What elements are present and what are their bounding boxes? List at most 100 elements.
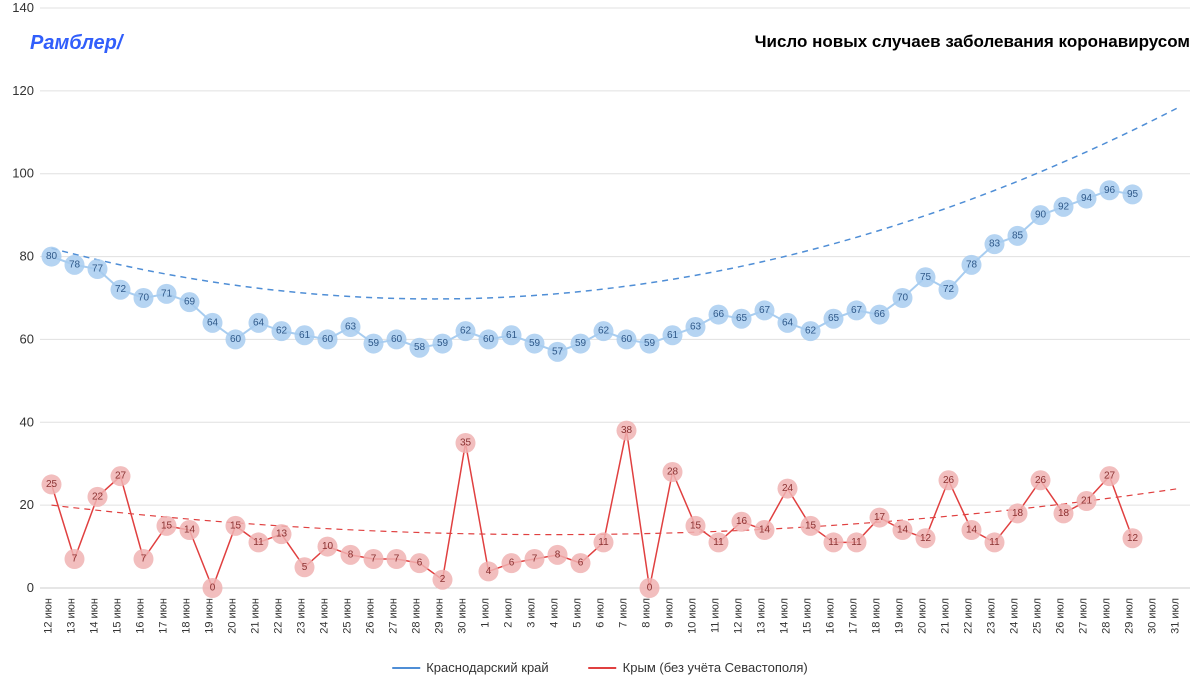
svg-text:15: 15 [690,520,702,531]
svg-text:22 июн: 22 июн [273,598,285,634]
svg-text:62: 62 [276,326,288,337]
svg-text:58: 58 [414,342,426,353]
svg-text:75: 75 [920,272,932,283]
svg-text:94: 94 [1081,193,1093,204]
svg-text:15 июн: 15 июн [112,598,124,634]
svg-text:15: 15 [161,520,173,531]
svg-text:28: 28 [667,467,679,478]
svg-text:14 июн: 14 июн [89,598,101,634]
svg-text:38: 38 [621,425,633,436]
svg-text:66: 66 [874,309,886,320]
svg-text:15 июл: 15 июл [802,598,814,634]
svg-text:62: 62 [598,326,610,337]
svg-text:11: 11 [253,537,264,548]
svg-text:17: 17 [874,512,886,523]
svg-text:27: 27 [1104,471,1116,482]
chart-container: Рамблер/ Число новых случаев заболевания… [0,0,1200,684]
svg-text:59: 59 [644,338,656,349]
svg-text:25 июл: 25 июл [1032,598,1044,634]
svg-text:77: 77 [92,264,104,275]
svg-text:63: 63 [345,322,357,333]
svg-text:140: 140 [12,0,34,15]
svg-text:20 июн: 20 июн [227,598,239,634]
svg-text:59: 59 [368,338,380,349]
svg-text:11: 11 [989,537,1000,548]
svg-text:78: 78 [69,259,81,270]
svg-text:40: 40 [20,414,34,429]
svg-text:78: 78 [966,259,978,270]
svg-text:120: 120 [12,83,34,98]
svg-text:12: 12 [1127,533,1139,544]
svg-text:10 июл: 10 июл [687,598,699,634]
svg-text:18: 18 [1012,508,1024,519]
svg-text:19 июн: 19 июн [204,598,216,634]
svg-text:11 июл: 11 июл [710,598,722,633]
svg-text:8: 8 [555,549,561,560]
svg-text:11: 11 [713,537,724,548]
svg-text:18 июл: 18 июл [871,598,883,634]
svg-text:24 июл: 24 июл [1009,598,1021,634]
svg-text:96: 96 [1104,185,1116,196]
svg-text:72: 72 [943,284,955,295]
svg-text:14: 14 [184,525,196,536]
brand-logo: Рамблер/ [30,32,122,55]
svg-text:5: 5 [302,562,308,573]
svg-text:72: 72 [115,284,127,295]
svg-text:26 июл: 26 июл [1055,598,1067,634]
svg-text:83: 83 [989,239,1001,250]
svg-text:60: 60 [391,334,403,345]
svg-text:27 июл: 27 июл [1078,598,1090,634]
svg-text:7: 7 [72,554,78,565]
svg-text:29 июл: 29 июл [1124,598,1136,634]
chart-title: Число новых случаев заболевания коронави… [755,32,1190,52]
svg-text:80: 80 [46,251,58,262]
svg-text:67: 67 [759,305,771,316]
svg-text:24 июн: 24 июн [319,598,331,634]
svg-text:85: 85 [1012,230,1024,241]
svg-text:0: 0 [27,580,34,595]
svg-text:6: 6 [509,558,515,569]
svg-text:6: 6 [417,558,423,569]
svg-text:60: 60 [230,334,242,345]
svg-text:30 июл: 30 июл [1147,598,1159,634]
svg-text:26: 26 [943,475,955,486]
svg-text:15: 15 [230,520,242,531]
svg-text:63: 63 [690,322,702,333]
svg-text:60: 60 [483,334,495,345]
svg-text:13: 13 [276,529,288,540]
svg-text:12 июн: 12 июн [43,598,55,634]
svg-text:6 июл: 6 июл [595,598,607,628]
svg-text:15: 15 [805,520,817,531]
svg-text:13 июн: 13 июн [66,598,78,634]
svg-text:67: 67 [851,305,863,316]
svg-text:4: 4 [486,566,492,577]
svg-text:31 июл: 31 июл [1170,598,1182,634]
svg-text:16 июн: 16 июн [135,598,147,634]
svg-text:2: 2 [440,574,446,585]
svg-text:1 июл: 1 июл [480,598,492,628]
svg-text:65: 65 [736,313,748,324]
svg-text:8: 8 [348,549,354,560]
svg-text:11: 11 [828,537,839,548]
svg-text:64: 64 [207,317,219,328]
svg-text:27: 27 [115,471,127,482]
svg-text:9 июл: 9 июл [664,598,676,628]
svg-text:64: 64 [253,317,265,328]
svg-text:25: 25 [46,479,58,490]
svg-text:14: 14 [759,525,771,536]
legend-label: Краснодарский край [426,660,548,675]
svg-text:18: 18 [1058,508,1070,519]
svg-text:100: 100 [12,166,34,181]
svg-text:22 июл: 22 июл [963,598,975,634]
svg-text:12 июл: 12 июл [733,598,745,634]
svg-text:60: 60 [322,334,334,345]
svg-text:60: 60 [621,334,633,345]
svg-text:14: 14 [966,525,978,536]
svg-text:21 июл: 21 июл [940,598,952,634]
svg-text:59: 59 [437,338,449,349]
svg-text:21: 21 [1081,496,1093,507]
svg-text:14: 14 [897,525,909,536]
svg-text:0: 0 [210,583,216,594]
svg-text:62: 62 [460,326,472,337]
svg-text:62: 62 [805,326,817,337]
